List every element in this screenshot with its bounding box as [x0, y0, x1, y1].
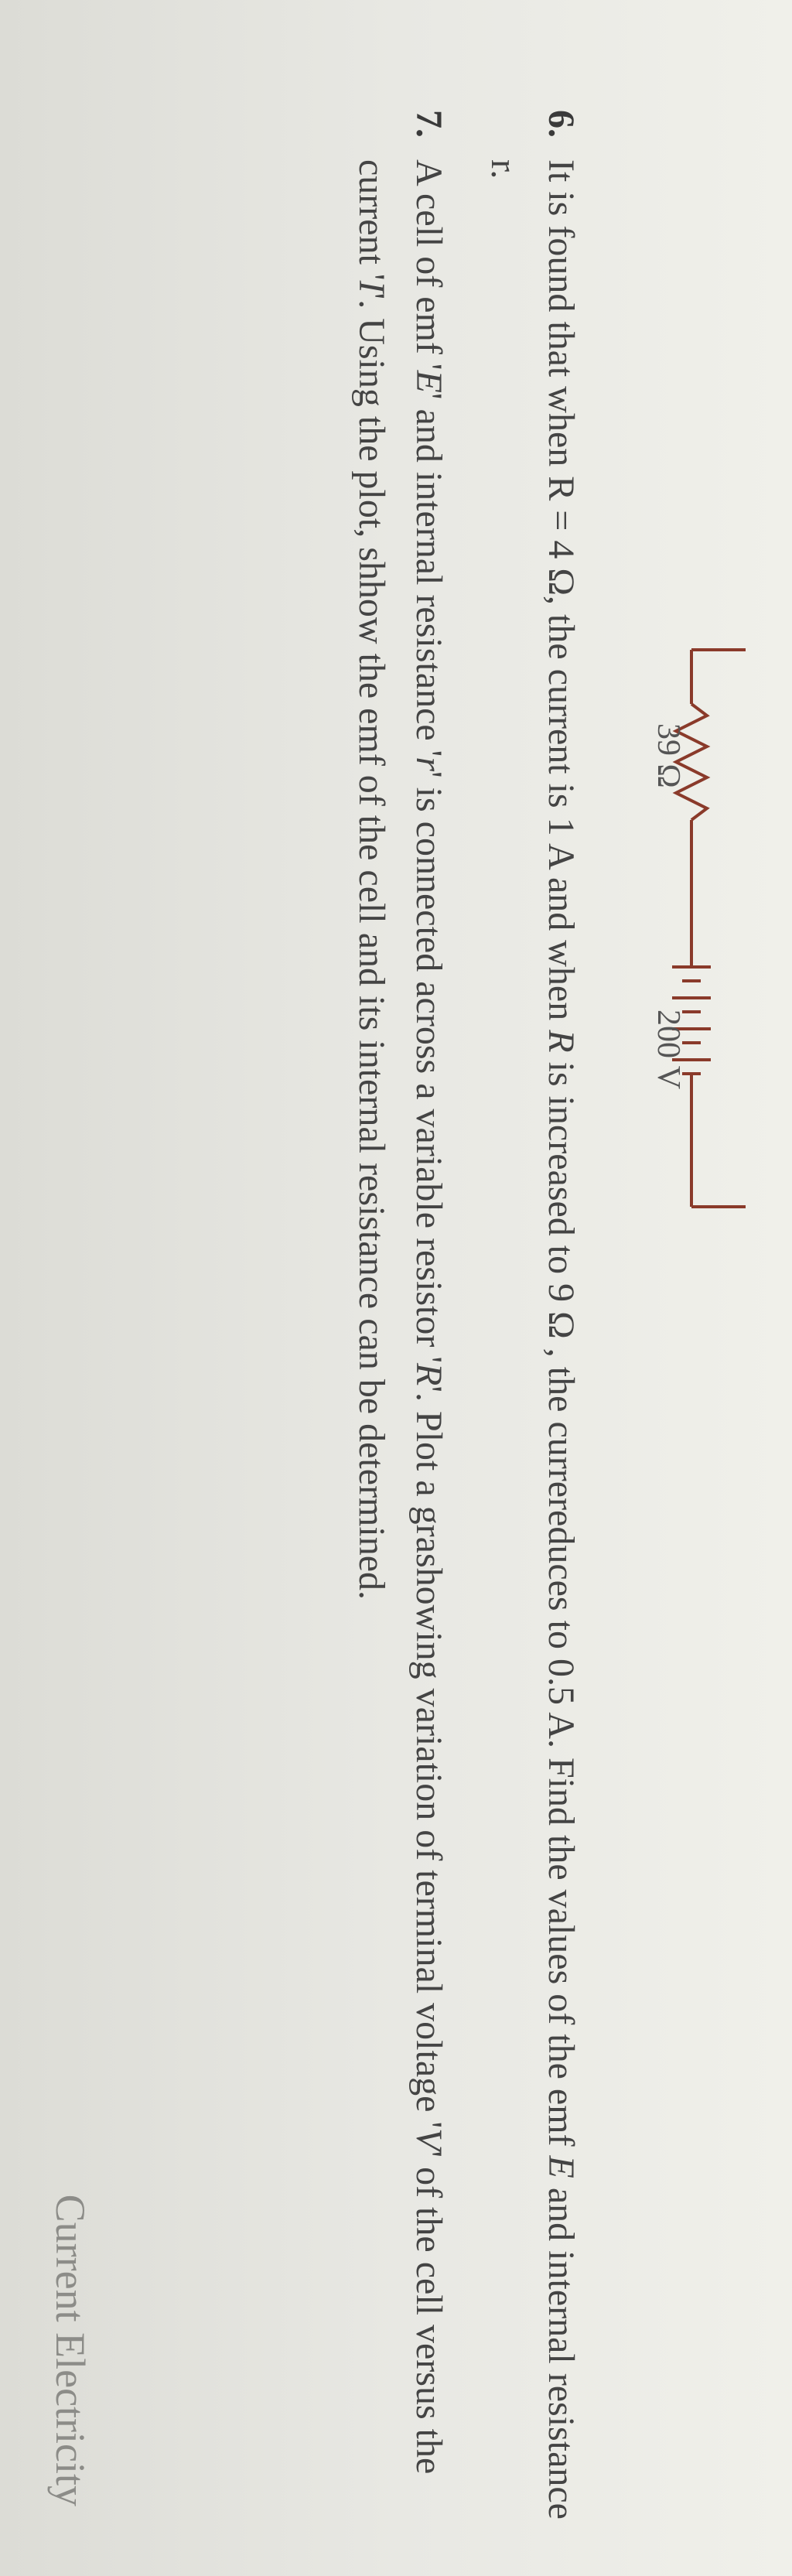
text-run: E	[408, 371, 449, 393]
problem-body: It is found that when R = 4 Ω, the curre…	[474, 159, 589, 2530]
problem: 7. A cell of emf 'E' and internal resista…	[342, 93, 457, 2530]
footer-text: Current Electricity	[46, 2195, 94, 2506]
problem-body: A cell of emf 'E' and internal resistanc…	[342, 159, 457, 2530]
text-run: '. Using the plot, sh	[351, 293, 392, 580]
page: 39 Ω 200 V 6. It is found that when R = 4…	[0, 0, 792, 2576]
text-run: R	[408, 1363, 449, 1385]
text-run: It is found that when R = 4 Ω, the curre…	[541, 159, 582, 1030]
text-run: ' and internal resistance '	[408, 393, 449, 757]
problem-list: 6. It is found that when R = 4 Ω, the cur…	[342, 93, 589, 2530]
problem-number: 7.	[400, 93, 457, 138]
text-run: how the emf of the cell and its internal…	[351, 580, 392, 1600]
text-run: E	[541, 2156, 582, 2178]
text-run: A cell of emf '	[408, 159, 449, 371]
problem: 6. It is found that when R = 4 Ω, the cur…	[474, 93, 589, 2530]
circuit-diagram: 39 Ω 200 V	[606, 619, 753, 2530]
text-run: V	[408, 2128, 449, 2151]
text-run: ' is connected across a variable resisto…	[408, 771, 449, 1363]
text-run: R	[541, 1030, 582, 1052]
voltage-label: 200 V	[650, 1010, 687, 1089]
text-run: I	[351, 281, 392, 293]
resistor-label: 39 Ω	[650, 723, 687, 788]
text-run: r	[408, 757, 449, 771]
problem-number: 6.	[532, 93, 589, 138]
text-run: is increased to 9 Ω , the curre	[541, 1053, 582, 1498]
text-run: showing variation of terminal voltage '	[408, 1553, 449, 2128]
text-run: '. Plot a gra	[408, 1385, 449, 1553]
text-run: reduces to 0.5 A. Find the values of the…	[541, 1498, 582, 2155]
